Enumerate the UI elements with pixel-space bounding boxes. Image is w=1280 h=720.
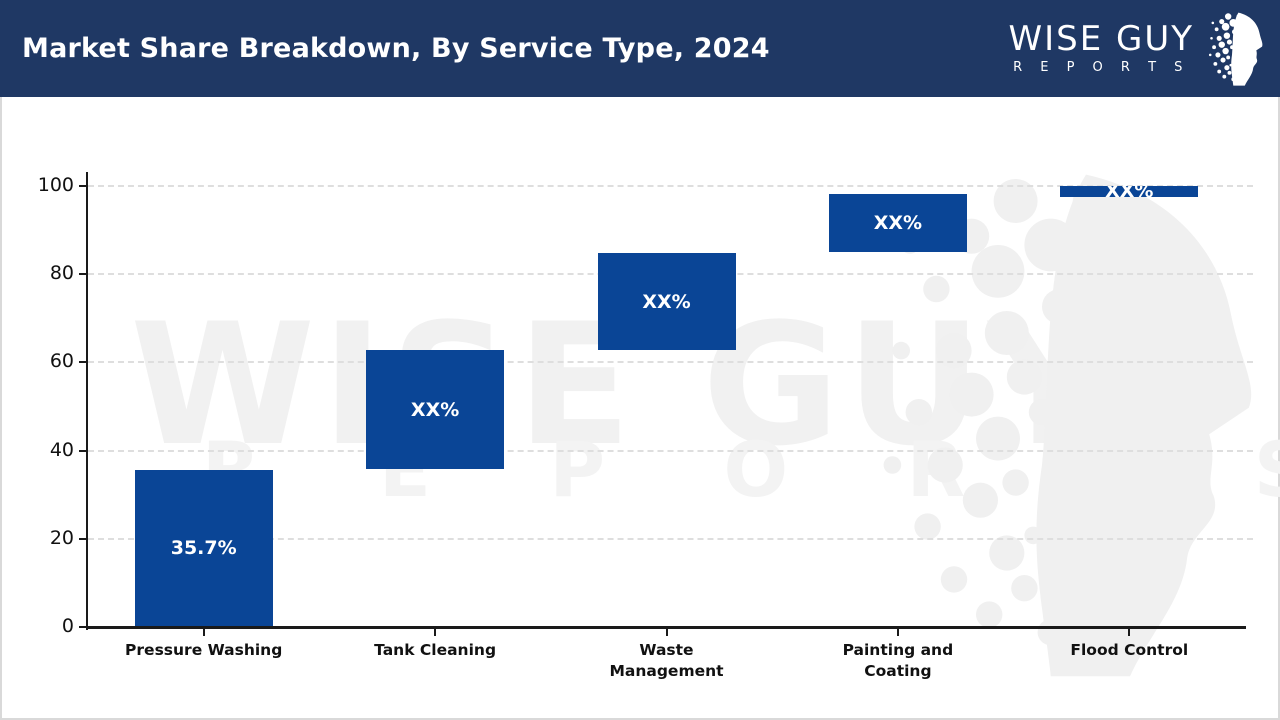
x-category-label: Flood Control xyxy=(1070,641,1189,659)
x-category-label: Pressure Washing xyxy=(125,641,283,659)
wiseguy-logo: WISE GUY R E P O R T S xyxy=(1008,10,1280,87)
bar-segment: XX% xyxy=(1060,186,1199,197)
logo-wordmark: WISE GUY xyxy=(1008,19,1194,60)
y-tick-label: 20 xyxy=(49,526,74,549)
y-axis-tick xyxy=(79,626,88,628)
gridline xyxy=(88,449,1253,452)
y-tick-label: 100 xyxy=(37,174,74,196)
bar-value-label: XX% xyxy=(1105,186,1153,197)
x-axis-tick xyxy=(896,629,899,636)
logo-face-icon xyxy=(1200,10,1264,87)
x-axis-tick xyxy=(1128,629,1131,636)
x-category-label: Tank Cleaning xyxy=(374,641,497,659)
y-axis-tick xyxy=(79,361,88,364)
y-axis-tick xyxy=(79,449,88,452)
gridline xyxy=(88,361,1253,364)
y-tick-label: 60 xyxy=(49,350,74,373)
bar-segment: 35.7% xyxy=(134,469,273,627)
y-tick-label: 80 xyxy=(49,262,74,285)
bar-value-label: 35.7% xyxy=(170,537,237,560)
y-tick-label: 40 xyxy=(49,438,74,461)
bar-value-label: XX% xyxy=(410,398,460,421)
y-axis-tick xyxy=(79,273,88,276)
bar-segment: XX% xyxy=(828,193,967,253)
gridline xyxy=(88,537,1253,540)
y-tick-label: 0 xyxy=(61,615,74,637)
y-axis-tick xyxy=(79,537,88,540)
x-axis-line xyxy=(86,626,1246,629)
chart-title: Market Share Breakdown, By Service Type,… xyxy=(22,33,770,64)
y-axis-tick xyxy=(79,185,88,187)
bar-segment: XX% xyxy=(366,350,505,470)
x-axis-tick xyxy=(202,629,205,636)
bar-value-label: XX% xyxy=(873,212,923,235)
x-category-label: Waste Management xyxy=(609,641,724,680)
logo-text: WISE GUY R E P O R T S xyxy=(1008,19,1194,75)
y-axis-line xyxy=(86,172,88,630)
header-bar: Market Share Breakdown, By Service Type,… xyxy=(0,0,1280,97)
x-category-label: Painting and Coating xyxy=(842,641,954,680)
logo-subtitle: R E P O R T S xyxy=(1013,59,1190,75)
bar-value-label: XX% xyxy=(642,290,691,313)
x-axis-tick xyxy=(434,629,437,636)
x-axis-tick xyxy=(665,629,668,636)
bar-segment: XX% xyxy=(597,253,736,351)
gridline xyxy=(88,185,1253,187)
